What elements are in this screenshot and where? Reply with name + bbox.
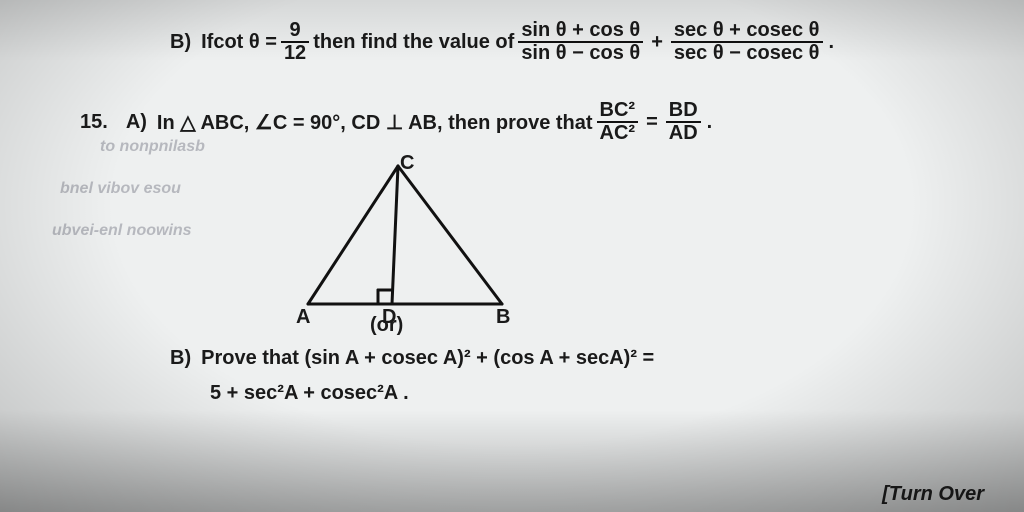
plus-op: + <box>651 31 663 54</box>
exam-page: B) If cot θ = 9 12 then find the value o… <box>0 0 1024 512</box>
frac-den: AC² <box>597 123 639 144</box>
q15-number: 15. <box>80 111 108 134</box>
q14b-row: B) If cot θ = 9 12 then find the value o… <box>120 20 964 64</box>
q14b-prefix: If <box>201 31 213 54</box>
q14b-frac2: sec θ + cosec θ sec θ − cosec θ <box>671 20 823 64</box>
triangle-svg <box>290 156 520 326</box>
q15b-row1: B) Prove that (sin A + cosec A)² + (cos … <box>120 347 964 370</box>
footer-turn-over: [Turn Over <box>882 483 984 506</box>
q14b-cot-frac: 9 12 <box>281 20 309 64</box>
frac-num: 9 <box>287 20 304 41</box>
q15b-line2: 5 + sec²A + cosec²A . <box>210 382 409 405</box>
q15a-dot: . <box>707 111 713 134</box>
triangle-figure: A B C D <box>290 156 520 326</box>
q14b-lhs: cot θ = <box>213 31 277 54</box>
vertex-label-A: A <box>296 306 310 329</box>
frac-num: sec θ + cosec θ <box>671 20 823 41</box>
vertex-label-B: B <box>496 306 510 329</box>
frac-den: 12 <box>281 43 309 64</box>
q14b-mid: then find the value of <box>313 31 514 54</box>
vertex-label-C: C <box>400 152 414 175</box>
q15b-line1: Prove that (sin A + cosec A)² + (cos A +… <box>201 347 654 370</box>
frac-den: sec θ − cosec θ <box>671 43 823 64</box>
q15a-label: A) <box>126 111 147 134</box>
q15b-label: B) <box>170 347 191 370</box>
q15a-frac2: BD AD <box>666 100 701 144</box>
q14b-dot: . <box>829 31 835 54</box>
triangle-figure-block: A B C D <box>290 156 964 326</box>
ghost-line-2: bnel vibov esou <box>60 180 181 198</box>
frac-den: sin θ − cos θ <box>518 43 643 64</box>
frac-den: AD <box>666 123 701 144</box>
eq-op: = <box>646 111 658 134</box>
frac-num: BC² <box>597 100 639 121</box>
q14b-frac1: sin θ + cos θ sin θ − cos θ <box>518 20 643 64</box>
frac-num: sin θ + cos θ <box>518 20 643 41</box>
vertex-label-D: D <box>382 306 396 329</box>
q15a-text: In △ ABC, ∠C = 90°, CD ⊥ AB, then prove … <box>157 110 593 135</box>
frac-num: BD <box>666 100 701 121</box>
q15a-frac1: BC² AC² <box>597 100 639 144</box>
ghost-line-3: ubvei-enl noowins <box>52 222 192 240</box>
q15b-row2: 5 + sec²A + cosec²A . <box>120 382 964 405</box>
q14b-label: B) <box>170 31 191 54</box>
q15a-row: 15. A) In △ ABC, ∠C = 90°, CD ⊥ AB, then… <box>80 100 964 144</box>
